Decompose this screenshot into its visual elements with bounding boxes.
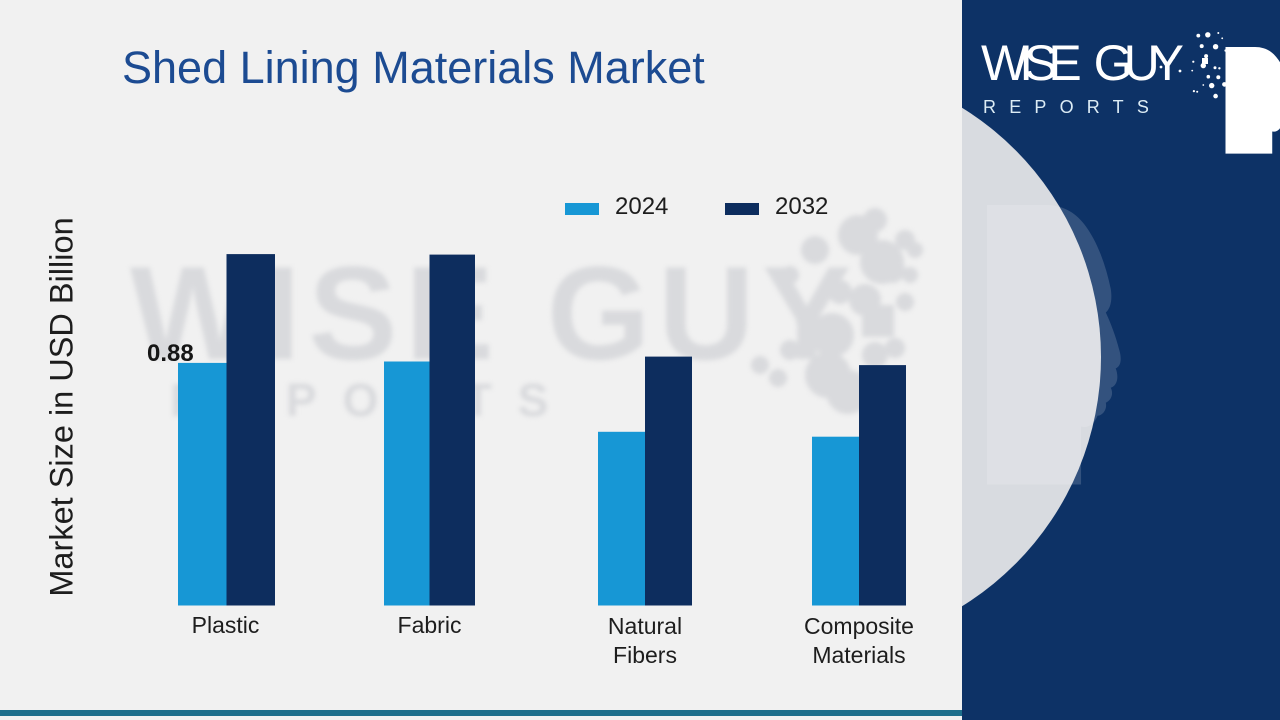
svg-text:REPORTS: REPORTS: [983, 97, 1162, 117]
svg-text:WISE GUY: WISE GUY: [981, 35, 1184, 91]
